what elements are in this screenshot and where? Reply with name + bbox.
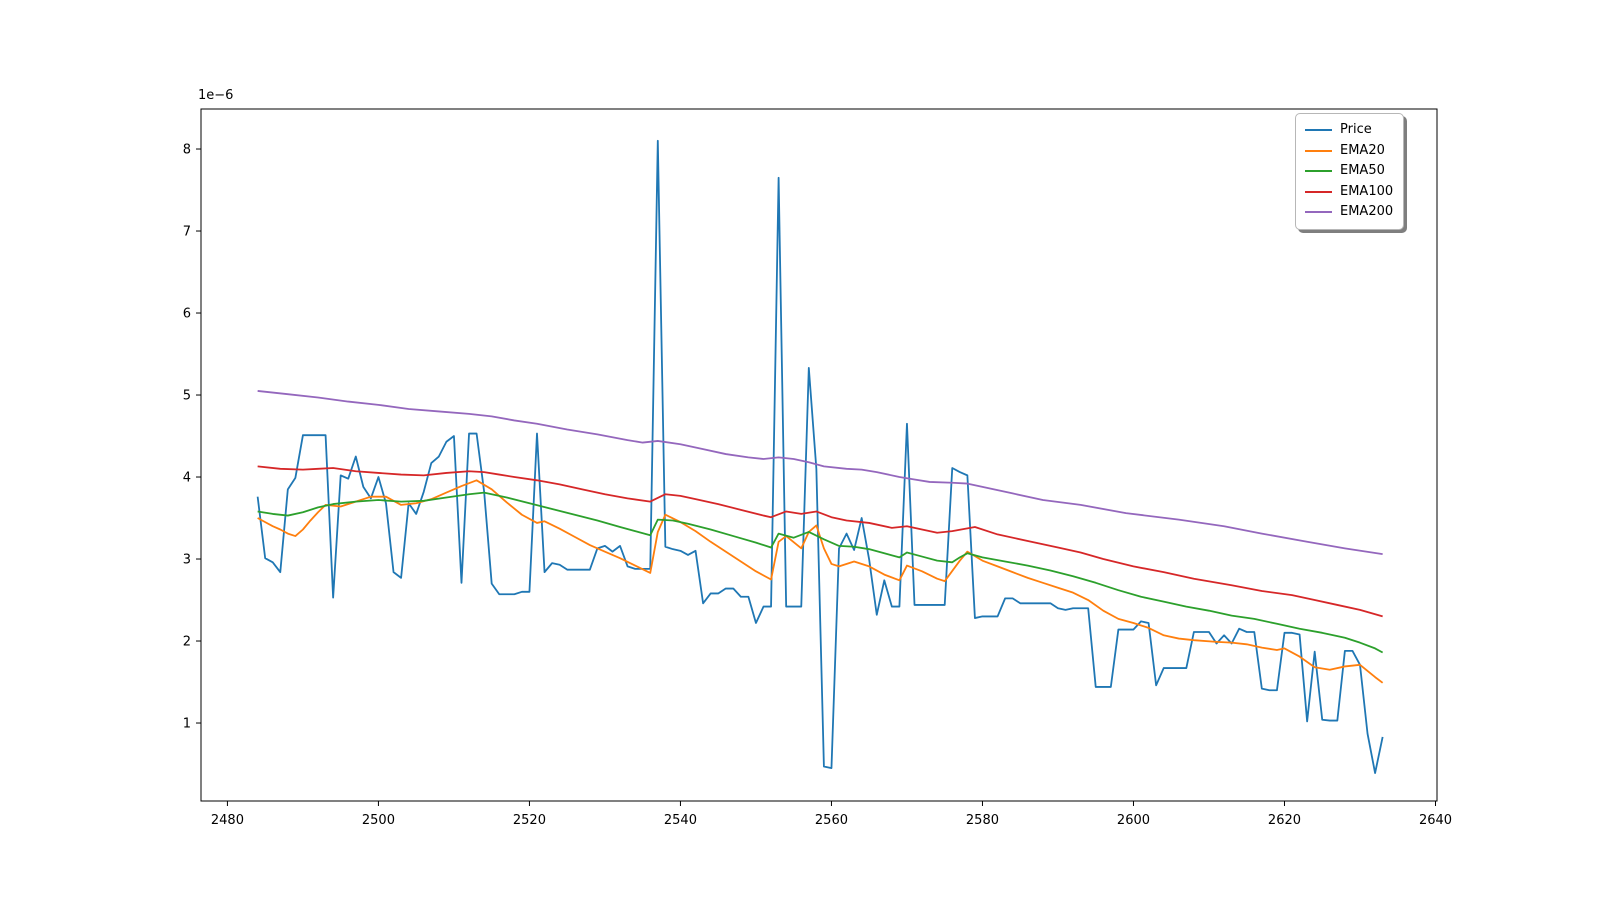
- legend-line-sample: [1305, 190, 1332, 193]
- legend-item-ema200: EMA200: [1305, 202, 1395, 223]
- x-tick-label: 2520: [513, 813, 546, 828]
- legend-item-price: Price: [1305, 120, 1395, 141]
- legend-label: EMA50: [1340, 163, 1385, 179]
- legend-item-ema100: EMA100: [1305, 182, 1395, 203]
- legend: Price EMA20 EMA50 EMA100 EMA200: [1295, 113, 1404, 230]
- series-line-ema50: [257, 491, 1384, 654]
- y-tick-label: 6: [183, 307, 191, 322]
- legend-label: EMA20: [1340, 142, 1385, 158]
- legend-label: Price: [1340, 122, 1372, 138]
- x-tick-label: 2540: [664, 813, 697, 828]
- y-tick-label: 8: [183, 143, 191, 158]
- x-tick-label: 2500: [362, 813, 395, 828]
- x-tick-label: 2640: [1419, 813, 1452, 828]
- legend-label: EMA100: [1340, 183, 1394, 199]
- x-tick-label: 2580: [966, 813, 999, 828]
- y-tick-label: 3: [183, 553, 191, 568]
- y-tick-label: 4: [183, 471, 191, 486]
- series-line-price: [256, 139, 1384, 774]
- y-tick-label: 5: [183, 389, 191, 404]
- legend-line-sample: [1305, 129, 1332, 132]
- series-line-ema200: [257, 390, 1383, 555]
- y-axis-offset-label: 1e−6: [198, 88, 233, 103]
- y-tick-label: 1: [183, 717, 191, 732]
- y-tick-label: 7: [183, 225, 191, 240]
- legend-item-ema20: EMA20: [1305, 141, 1395, 162]
- legend-line-sample: [1305, 211, 1332, 214]
- plot-frame: [200, 108, 1438, 802]
- legend-line-sample: [1305, 149, 1332, 152]
- x-tick-label: 2600: [1117, 813, 1150, 828]
- x-tick-label: 2480: [211, 813, 244, 828]
- legend-label: EMA200: [1340, 204, 1394, 220]
- y-tick-label: 2: [183, 635, 191, 650]
- series-line-ema100: [257, 465, 1383, 618]
- x-tick-label: 2620: [1268, 813, 1301, 828]
- legend-item-ema50: EMA50: [1305, 161, 1395, 182]
- legend-line-sample: [1305, 170, 1332, 173]
- x-tick-label: 2560: [815, 813, 848, 828]
- series-line-ema20: [257, 479, 1384, 684]
